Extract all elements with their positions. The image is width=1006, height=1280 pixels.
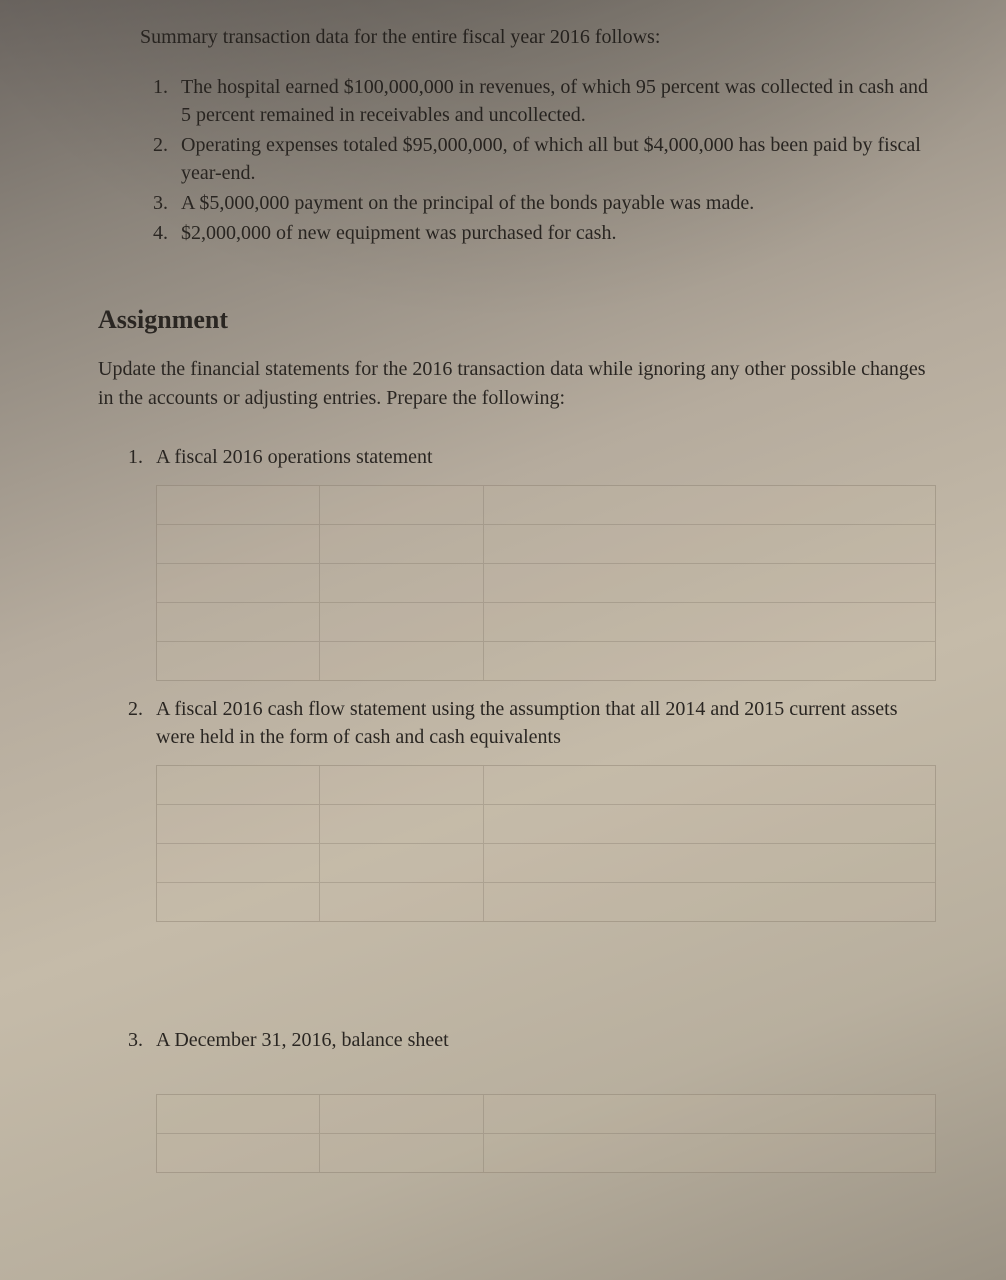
- summary-item: The hospital earned $100,000,000 in reve…: [173, 73, 936, 129]
- task-item: A December 31, 2016, balance sheet: [148, 1026, 936, 1173]
- task-item: A fiscal 2016 operations statement: [148, 443, 936, 681]
- task-text: A fiscal 2016 operations statement: [156, 446, 433, 468]
- answer-table-placeholder: [156, 485, 936, 681]
- summary-item: Operating expenses totaled $95,000,000, …: [173, 131, 936, 187]
- assignment-description: Update the financial statements for the …: [98, 355, 936, 413]
- summary-list: The hospital earned $100,000,000 in reve…: [145, 73, 936, 247]
- assignment-heading: Assignment: [98, 305, 936, 335]
- summary-item: A $5,000,000 payment on the principal of…: [173, 189, 936, 217]
- task-text: A fiscal 2016 cash flow statement using …: [156, 698, 898, 748]
- answer-table-placeholder: [156, 765, 936, 922]
- task-text: A December 31, 2016, balance sheet: [156, 1029, 449, 1051]
- task-item: A fiscal 2016 cash flow statement using …: [148, 695, 936, 1026]
- answer-table-placeholder: [156, 1094, 936, 1173]
- task-list: A fiscal 2016 operations statement A fis…: [120, 443, 936, 1173]
- summary-item: $2,000,000 of new equipment was purchase…: [173, 219, 936, 247]
- summary-intro: Summary transaction data for the entire …: [140, 24, 936, 51]
